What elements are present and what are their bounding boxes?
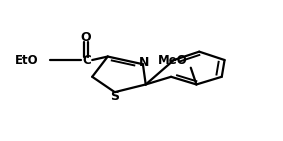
- Text: MeO: MeO: [158, 54, 188, 67]
- Text: O: O: [80, 31, 91, 44]
- Text: S: S: [110, 90, 119, 103]
- Text: C: C: [82, 54, 91, 67]
- Text: EtO: EtO: [15, 54, 39, 67]
- Text: N: N: [139, 56, 149, 69]
